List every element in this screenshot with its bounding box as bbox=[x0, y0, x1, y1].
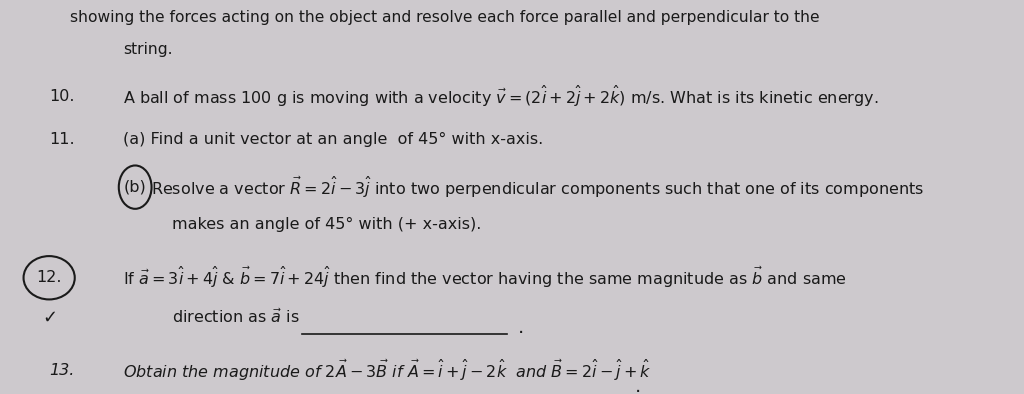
Text: 11.: 11. bbox=[49, 132, 75, 147]
Text: .: . bbox=[635, 377, 641, 394]
Text: string.: string. bbox=[123, 42, 172, 57]
Text: 12.: 12. bbox=[37, 270, 61, 285]
Text: A ball of mass 100 g is moving with a velocity $\vec{v}=(2\hat{i}+2\hat{j}+2\hat: A ball of mass 100 g is moving with a ve… bbox=[123, 84, 879, 109]
Text: (a) Find a unit vector at an angle  of 45° with x-axis.: (a) Find a unit vector at an angle of 45… bbox=[123, 132, 543, 147]
Text: Resolve a vector $\vec{R}=2\hat{i}-3\hat{j}$ into two perpendicular components s: Resolve a vector $\vec{R}=2\hat{i}-3\hat… bbox=[151, 175, 924, 200]
Text: If $\vec{a}=3\hat{i}+4\hat{j}$ & $\vec{b}=7\hat{i}+24\hat{j}$ then find the vect: If $\vec{a}=3\hat{i}+4\hat{j}$ & $\vec{b… bbox=[123, 265, 847, 290]
Text: 10.: 10. bbox=[49, 89, 75, 104]
Text: (b): (b) bbox=[124, 180, 146, 195]
Text: makes an angle of 45° with (+ x-axis).: makes an angle of 45° with (+ x-axis). bbox=[172, 217, 481, 232]
Text: 13.: 13. bbox=[49, 363, 75, 378]
Text: direction as $\vec{a}$ is: direction as $\vec{a}$ is bbox=[172, 308, 300, 326]
Text: .: . bbox=[518, 318, 524, 337]
Text: $\checkmark$: $\checkmark$ bbox=[42, 308, 56, 326]
Text: Obtain the magnitude of $2\vec{A}-3\vec{B}$ if $\vec{A}=\hat{i}+\hat{j}-2\hat{k}: Obtain the magnitude of $2\vec{A}-3\vec{… bbox=[123, 358, 651, 383]
Text: showing the forces acting on the object and resolve each force parallel and perp: showing the forces acting on the object … bbox=[70, 10, 819, 25]
